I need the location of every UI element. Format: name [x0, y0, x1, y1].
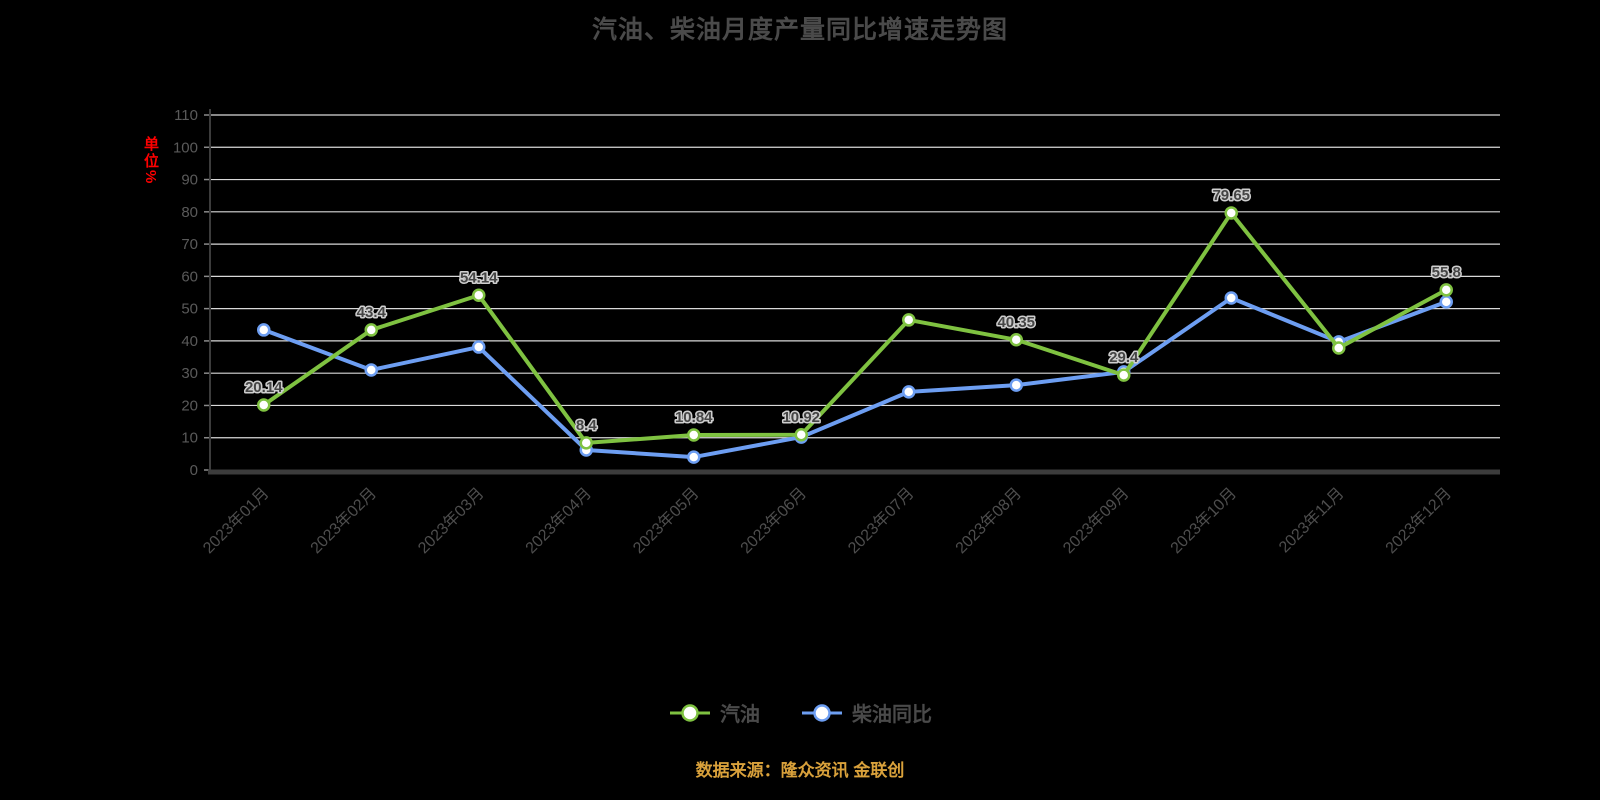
data-point-marker[interactable]: [794, 428, 808, 442]
data-label: 55.8: [1432, 264, 1461, 281]
data-label: 10.84: [675, 409, 713, 426]
series-line-汽油: [261, 210, 1449, 445]
data-point-marker[interactable]: [1009, 333, 1023, 347]
legend-item-柴油同比[interactable]: 柴油同比: [800, 698, 932, 727]
data-point-marker[interactable]: [1009, 378, 1023, 392]
y-axis-label: 30: [181, 365, 198, 382]
y-axis-label: 110: [174, 107, 198, 124]
data-point-marker[interactable]: [579, 436, 593, 450]
y-axis-label: 40: [181, 333, 198, 350]
data-point-marker[interactable]: [902, 313, 916, 327]
data-label: 79.65: [1212, 187, 1250, 204]
y-axis-label: 0: [190, 462, 198, 479]
data-label: 8.4: [576, 417, 598, 434]
data-label: 40.35: [997, 314, 1035, 331]
x-axis-label: 2023年02月: [307, 484, 380, 557]
y-axis-label: 50: [181, 301, 198, 318]
y-axis-label: 90: [181, 172, 198, 189]
y-axis-label: 60: [181, 268, 198, 285]
x-axis-label: 2023年10月: [1167, 484, 1240, 557]
x-axis-label: 2023年01月: [199, 484, 272, 557]
legend-line-marker-icon: [670, 703, 710, 722]
data-point-marker[interactable]: [1439, 295, 1453, 309]
x-axis-label: 2023年03月: [414, 484, 487, 557]
x-axis-label: 2023年06月: [737, 484, 810, 557]
legend: 汽油 柴油同比: [0, 698, 1600, 727]
data-point-marker[interactable]: [472, 288, 486, 303]
x-axis-label: 2023年12月: [1382, 484, 1455, 557]
y-axis-label: 10: [181, 430, 198, 447]
x-axis-label: 2023年05月: [629, 484, 702, 557]
data-point-marker[interactable]: [472, 340, 486, 354]
x-axis-label: 2023年04月: [522, 484, 595, 557]
data-point-marker[interactable]: [257, 323, 271, 337]
chart-title: 汽油、柴油月度产量同比增速走势图: [591, 16, 1008, 44]
legend-label: 汽油: [720, 704, 760, 726]
data-point-marker[interactable]: [687, 450, 701, 464]
y-axis-label: 70: [181, 236, 198, 253]
data-label: 43.4: [357, 304, 387, 321]
data-label: 29.4: [1109, 349, 1139, 366]
data-point-marker[interactable]: [257, 398, 271, 412]
x-axis-label: 2023年11月: [1275, 484, 1347, 556]
x-axis-label: 2023年09月: [1059, 484, 1132, 557]
data-label: 54.14: [460, 269, 498, 286]
data-point-marker[interactable]: [1224, 206, 1238, 220]
plot-area: 0 10 20 30 40 50 60 70 80 90 100 110 2023年01月 2023年02…: [173, 107, 1500, 557]
legend-label: 柴油同比: [852, 704, 932, 726]
legend-item-汽油[interactable]: 汽油: [668, 698, 760, 727]
y-axis-label: 80: [181, 204, 198, 221]
data-label: 20.14: [245, 379, 283, 396]
data-point-marker[interactable]: [1439, 283, 1453, 297]
legend-line-marker-icon: [802, 703, 842, 722]
y-axis-unit-label: 单位%: [142, 136, 159, 186]
x-axis-label: 2023年07月: [844, 484, 917, 557]
data-point-marker[interactable]: [687, 428, 701, 442]
data-point-marker[interactable]: [1224, 291, 1238, 305]
data-point-marker[interactable]: [364, 323, 378, 337]
data-point-marker[interactable]: [902, 385, 916, 399]
data-point-marker[interactable]: [1332, 341, 1346, 355]
series-line-柴油同比: [261, 295, 1449, 460]
data-label: 10.92: [782, 409, 820, 426]
x-axis-label: 2023年08月: [952, 484, 1025, 557]
data-point-marker[interactable]: [1117, 368, 1131, 382]
y-axis-label: 20: [181, 397, 198, 414]
data-source-note: 数据来源：隆众资讯 金联创: [695, 761, 905, 780]
data-point-marker[interactable]: [364, 363, 378, 377]
y-axis-label: 100: [173, 139, 198, 156]
